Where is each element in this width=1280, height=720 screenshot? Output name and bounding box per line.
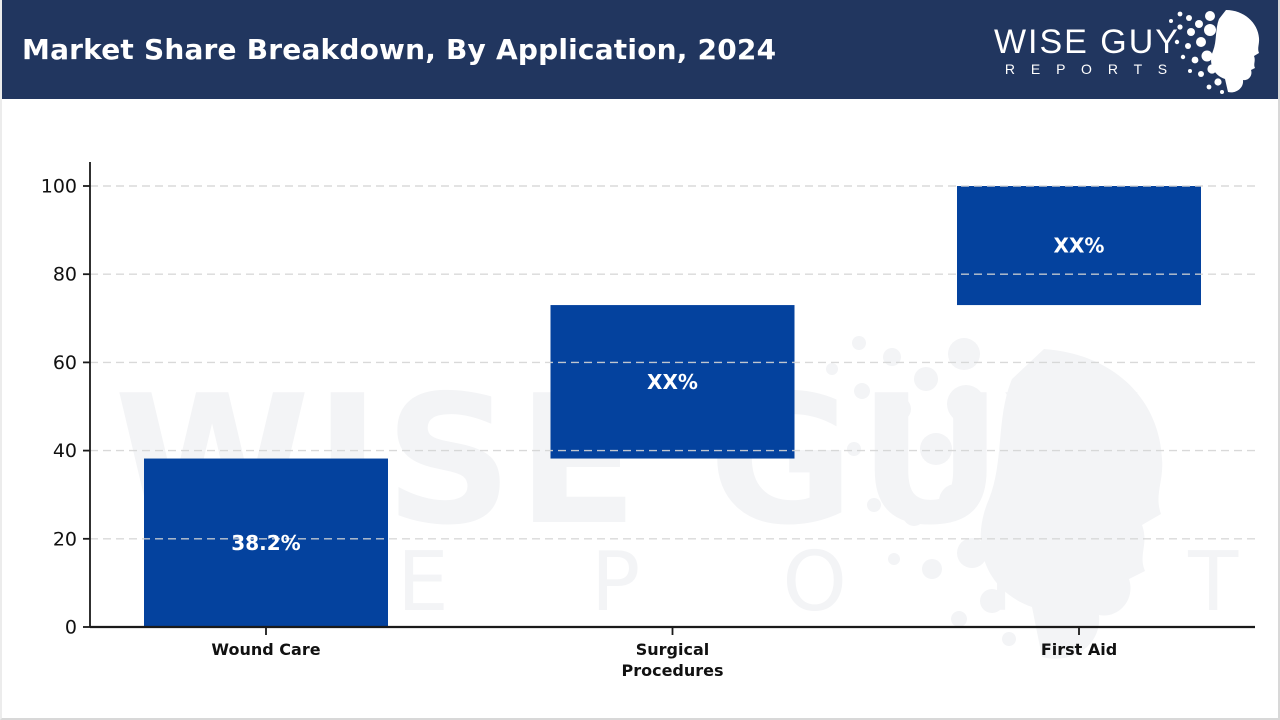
bar-surgical-procedures — [550, 305, 795, 459]
y-tick-label: 80 — [53, 264, 77, 286]
logo-face-icon — [1169, 10, 1260, 94]
bar-wound-care — [144, 458, 388, 627]
bar-value-label: XX% — [1054, 234, 1105, 258]
y-tick-label: 60 — [53, 352, 77, 374]
plot-svg: 0 20 40 60 80 100 Wound Care 38.2% Surgical Proce… — [41, 162, 1255, 680]
bar-first-aid — [957, 186, 1201, 306]
category-label-surgical-procedures: Surgical — [636, 640, 710, 659]
y-tick-label: 40 — [53, 440, 77, 462]
y-tick-label: 20 — [53, 528, 77, 550]
category-label-wound-care: Wound Care — [211, 640, 320, 659]
chart-area: WISE GUY R E P O R T S — [2, 99, 1278, 718]
bar-value-label: XX% — [647, 370, 698, 394]
y-tick-label: 100 — [41, 176, 77, 198]
category-label-first-aid: First Aid — [1041, 640, 1117, 659]
category-label-surgical-procedures: Procedures — [621, 661, 723, 680]
logo-text: WISE GUY R E P O R T S — [993, 22, 1180, 78]
wise-guy-logo: WISE GUY R E P O R T S — [994, 6, 1268, 96]
logo-wordmark: WISE GUY — [993, 22, 1180, 61]
bar-value-label: 38.2% — [231, 531, 300, 555]
header: Market Share Breakdown, By Application, … — [2, 0, 1278, 99]
y-tick-label: 0 — [65, 617, 77, 639]
logo-subtitle: R E P O R T S — [1004, 61, 1174, 78]
page-title: Market Share Breakdown, By Application, … — [22, 33, 777, 66]
